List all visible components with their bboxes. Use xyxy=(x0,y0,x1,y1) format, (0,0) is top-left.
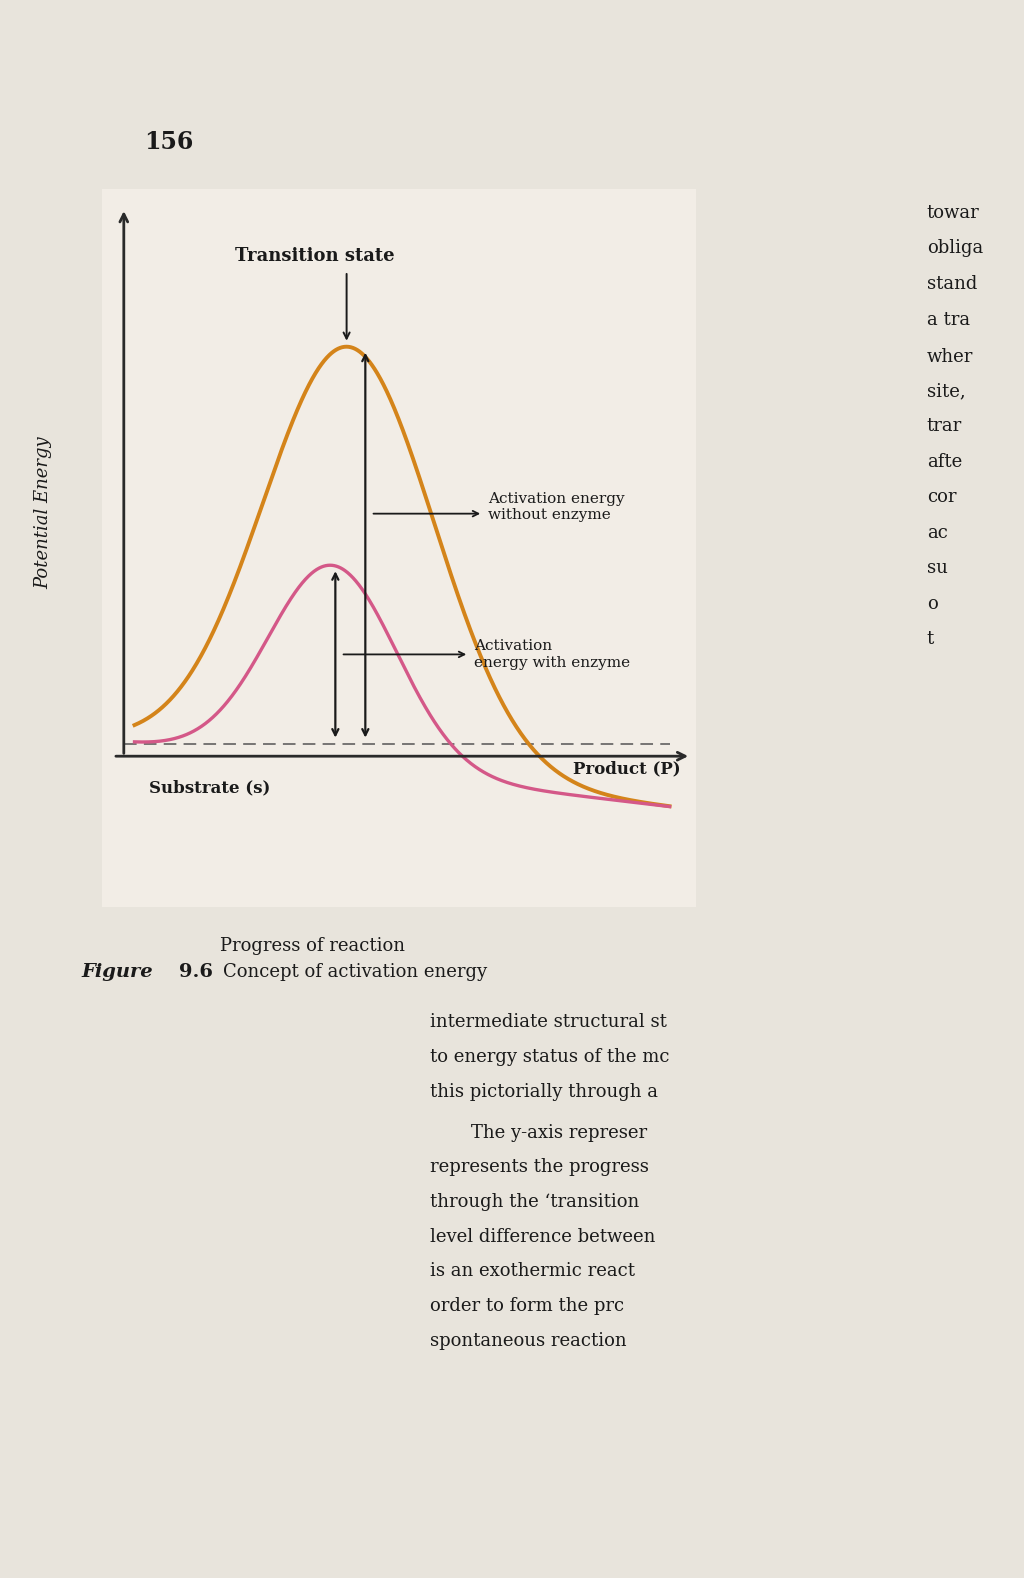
Text: level difference between: level difference between xyxy=(430,1228,655,1245)
Text: ac: ac xyxy=(927,524,947,543)
Text: Activation energy
without enzyme: Activation energy without enzyme xyxy=(488,492,625,522)
Text: spontaneous reaction: spontaneous reaction xyxy=(430,1332,627,1349)
Text: o: o xyxy=(927,595,937,614)
Text: t: t xyxy=(927,630,934,649)
Text: Potential Energy: Potential Energy xyxy=(34,436,52,589)
Text: su: su xyxy=(927,559,947,578)
Text: order to form the prc: order to form the prc xyxy=(430,1297,625,1314)
Text: Activation
energy with enzyme: Activation energy with enzyme xyxy=(474,639,631,669)
Text: represents the progress: represents the progress xyxy=(430,1158,649,1176)
Text: intermediate structural st: intermediate structural st xyxy=(430,1013,667,1030)
Text: Concept of activation energy: Concept of activation energy xyxy=(223,963,487,980)
Text: Transition state: Transition state xyxy=(234,246,394,265)
Text: site,: site, xyxy=(927,382,966,401)
Text: this pictorially through a: this pictorially through a xyxy=(430,1083,658,1100)
Text: 9.6: 9.6 xyxy=(179,963,213,980)
Text: is an exothermic react: is an exothermic react xyxy=(430,1262,635,1280)
Text: trar: trar xyxy=(927,417,962,436)
Text: through the ‘transition: through the ‘transition xyxy=(430,1193,639,1210)
Text: cor: cor xyxy=(927,488,956,507)
Text: obliga: obliga xyxy=(927,238,983,257)
Text: wher: wher xyxy=(927,347,973,366)
Text: afte: afte xyxy=(927,453,962,472)
Text: Product (P): Product (P) xyxy=(572,761,680,778)
Text: 156: 156 xyxy=(144,129,194,155)
Text: Figure: Figure xyxy=(82,963,154,980)
Text: stand: stand xyxy=(927,275,977,294)
Text: a tra: a tra xyxy=(927,311,970,330)
Text: The y-axis represer: The y-axis represer xyxy=(471,1124,647,1141)
Text: Substrate (s): Substrate (s) xyxy=(148,780,270,797)
Text: Progress of reaction: Progress of reaction xyxy=(220,937,404,955)
Text: to energy status of the mc: to energy status of the mc xyxy=(430,1048,670,1065)
Text: towar: towar xyxy=(927,204,980,222)
